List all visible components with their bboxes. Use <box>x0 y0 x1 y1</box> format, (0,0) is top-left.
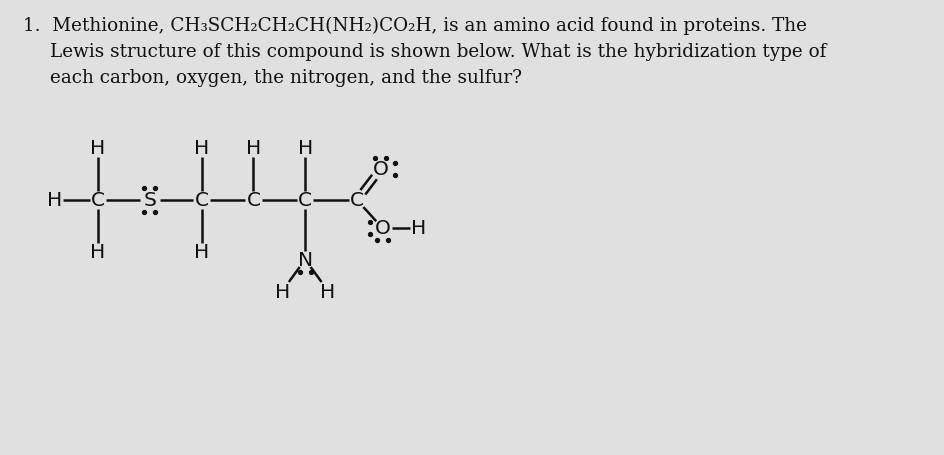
Text: H: H <box>194 243 209 262</box>
Text: 1.  Methionine, CH₃SCH₂CH₂CH(NH₂)CO₂H, is an amino acid found in proteins. The: 1. Methionine, CH₃SCH₂CH₂CH(NH₂)CO₂H, is… <box>23 17 806 35</box>
Text: H: H <box>245 138 261 157</box>
Text: each carbon, oxygen, the nitrogen, and the sulfur?: each carbon, oxygen, the nitrogen, and t… <box>50 69 521 87</box>
Text: H: H <box>91 243 106 262</box>
Text: C: C <box>194 191 209 209</box>
Text: H: H <box>194 138 209 157</box>
Text: O: O <box>372 160 388 179</box>
Text: H: H <box>91 138 106 157</box>
Text: H: H <box>411 219 426 238</box>
Text: C: C <box>349 191 363 209</box>
Text: Lewis structure of this compound is shown below. What is the hybridization type : Lewis structure of this compound is show… <box>50 43 825 61</box>
Text: C: C <box>298 191 312 209</box>
Text: H: H <box>275 283 290 302</box>
Text: C: C <box>91 191 105 209</box>
Text: H: H <box>47 191 62 209</box>
Text: O: O <box>375 219 390 238</box>
Text: C: C <box>246 191 261 209</box>
Text: H: H <box>297 138 312 157</box>
Text: H: H <box>320 283 335 302</box>
Text: N: N <box>297 251 312 269</box>
Text: S: S <box>143 191 156 209</box>
